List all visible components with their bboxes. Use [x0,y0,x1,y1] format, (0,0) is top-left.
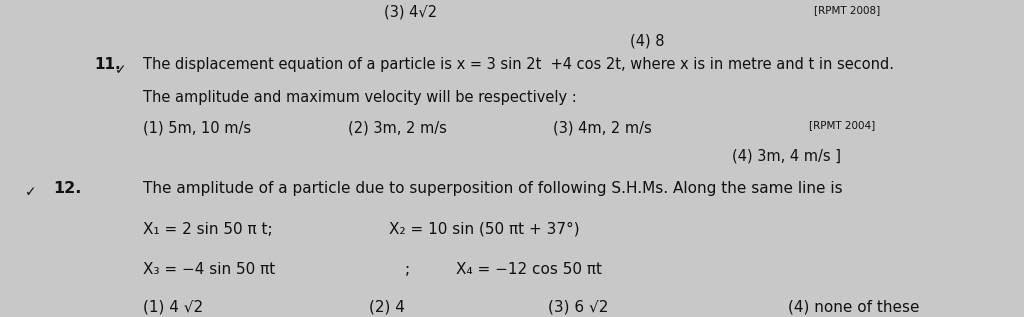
Text: (1) 4 √2: (1) 4 √2 [143,300,204,314]
Text: X₃ = −4 sin 50 πt: X₃ = −4 sin 50 πt [143,262,275,276]
Text: The amplitude of a particle due to superposition of following S.H.Ms. Along the : The amplitude of a particle due to super… [143,181,843,196]
Text: X₄ = −12 cos 50 πt: X₄ = −12 cos 50 πt [456,262,602,276]
Text: (2) 4: (2) 4 [369,300,404,314]
Text: [RPMT 2004]: [RPMT 2004] [809,120,876,131]
Text: The amplitude and maximum velocity will be respectively :: The amplitude and maximum velocity will … [143,90,578,105]
Text: [RPMT 2008]: [RPMT 2008] [814,5,881,15]
Text: (3) 4√2: (3) 4√2 [384,5,437,20]
Text: (2) 3m, 2 m/s: (2) 3m, 2 m/s [348,120,447,135]
Text: (3) 4m, 2 m/s: (3) 4m, 2 m/s [553,120,651,135]
Text: 12.: 12. [53,181,82,196]
Text: ✓: ✓ [25,185,37,199]
Text: (4) none of these: (4) none of these [788,300,920,314]
Text: X₁ = 2 sin 50 π t;: X₁ = 2 sin 50 π t; [143,222,273,237]
Text: (4) 8: (4) 8 [630,33,665,48]
Text: 11.: 11. [94,57,121,72]
Text: (1) 5m, 10 m/s: (1) 5m, 10 m/s [143,120,252,135]
Text: ;: ; [404,262,410,276]
Text: The displacement equation of a particle is x = 3 sin 2t  +4 cos 2t, where x is i: The displacement equation of a particle … [143,57,894,72]
Text: (3) 6 √2: (3) 6 √2 [548,300,608,314]
Text: ✓: ✓ [115,63,127,77]
Text: (4) 3m, 4 m/s ]: (4) 3m, 4 m/s ] [732,149,841,164]
Text: X₂ = 10 sin (50 πt + 37°): X₂ = 10 sin (50 πt + 37°) [389,222,580,237]
